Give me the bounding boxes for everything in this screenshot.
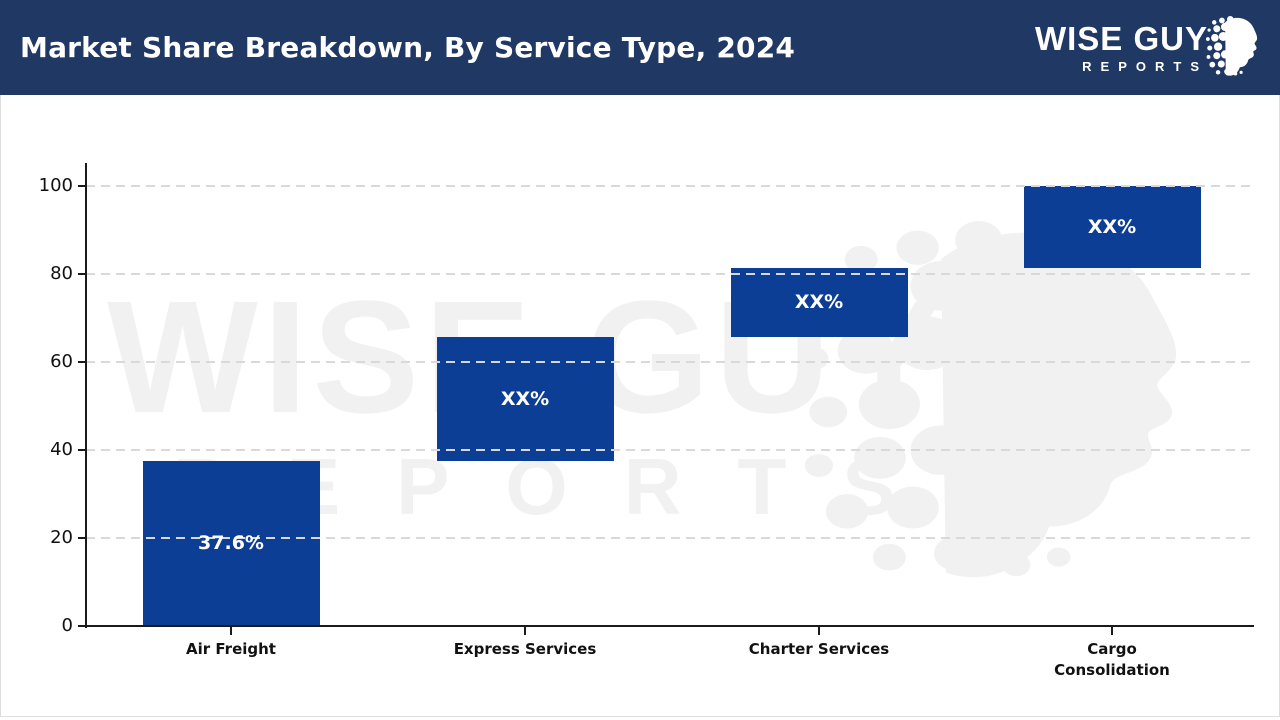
bar-value-label: 37.6% <box>198 532 264 555</box>
gridline-40 <box>86 449 1254 451</box>
dotted-head-icon <box>1204 8 1268 88</box>
y-tick-label-60: 60 <box>50 351 73 372</box>
wise-guy-logo: WISE GUY REPORTS <box>1035 8 1268 88</box>
chart-area: WISE GUY REPORTS 37.6% XX% XX% XX% 0 20 40 60 80… <box>0 95 1280 717</box>
y-tick-label-40: 40 <box>50 439 73 460</box>
bar-value-label: XX% <box>794 291 844 314</box>
y-axis-line <box>85 163 87 628</box>
logo-subtitle: REPORTS <box>1082 58 1208 74</box>
x-axis-label-express-services: Express Services <box>453 640 597 658</box>
y-tick-60 <box>78 361 85 363</box>
y-tick-80 <box>78 273 85 275</box>
bar-air-freight <box>142 460 320 626</box>
x-tick-express-services <box>524 627 526 635</box>
gridline-100 <box>86 185 1254 187</box>
x-axis-label-charter-services: Charter Services <box>748 640 890 658</box>
x-axis-line <box>85 625 1254 627</box>
page-title: Market Share Breakdown, By Service Type,… <box>20 31 796 64</box>
logo-text: WISE GUY REPORTS <box>1035 22 1208 74</box>
x-tick-charter-services <box>818 627 820 635</box>
x-tick-cargo-consolidation <box>1111 627 1113 635</box>
gridline-80 <box>86 273 1254 275</box>
bar-express-services <box>436 336 614 461</box>
y-tick-0 <box>78 625 85 627</box>
y-tick-100 <box>78 185 85 187</box>
y-tick-40 <box>78 449 85 451</box>
gridline-20 <box>86 537 1254 539</box>
bar-chart: 37.6% XX% XX% XX% 0 20 40 60 80 100 Air Freight Exp… <box>1 95 1279 716</box>
y-tick-label-20: 20 <box>50 527 73 548</box>
y-tick-label-100: 100 <box>38 175 73 196</box>
header-bar: Market Share Breakdown, By Service Type,… <box>0 0 1280 95</box>
y-tick-20 <box>78 537 85 539</box>
logo-wordmark: WISE GUY <box>1034 19 1208 57</box>
x-tick-air-freight <box>230 627 232 635</box>
x-axis-label-air-freight: Air Freight <box>186 640 276 658</box>
bar-value-label: XX% <box>1087 215 1137 238</box>
gridline-60 <box>86 361 1254 363</box>
y-tick-label-0: 0 <box>61 615 73 636</box>
x-axis-label-cargo-consolidation: Cargo Consolidation <box>1054 640 1170 679</box>
y-tick-label-80: 80 <box>50 263 73 284</box>
bar-value-label: XX% <box>500 387 550 410</box>
